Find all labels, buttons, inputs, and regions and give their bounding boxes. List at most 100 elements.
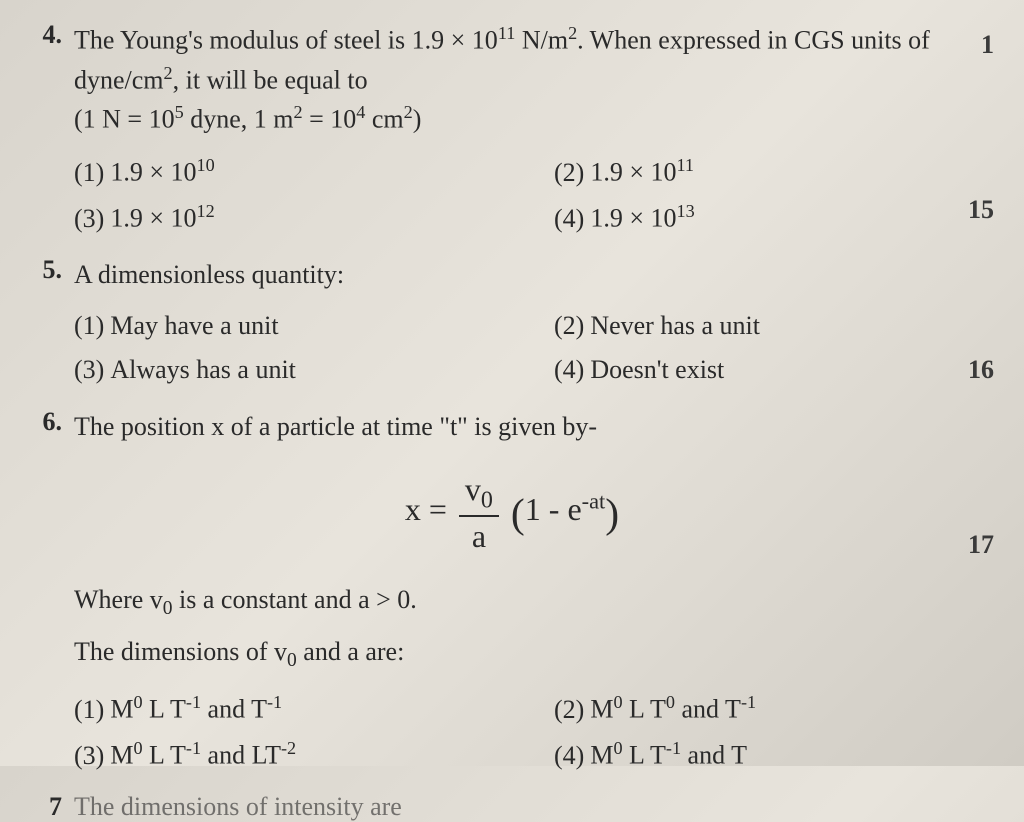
q4-line3-close: ): [413, 105, 422, 134]
formula-denominator: a: [459, 517, 499, 555]
question-6: 6. The position x of a particle at time …: [30, 407, 994, 774]
q5-o4-num: (4): [554, 355, 584, 384]
q4-o4-text: 1.9 × 10: [590, 204, 676, 233]
q4-text: The Young's modulus of steel is 1.9 × 10…: [74, 20, 994, 139]
q6-o2-exp1: 0: [613, 692, 622, 712]
q6-options: (1)M0 L T-1 and T-1 (2)M0 L T0 and T-1 (…: [74, 690, 994, 774]
edge-marker-1: 1: [981, 30, 994, 60]
formula-lhs: x =: [405, 491, 455, 527]
q6-text: The position x of a particle at time "t"…: [74, 407, 994, 446]
q7-text: The dimensions of intensity are: [74, 792, 402, 822]
q5-o1-text: May have a unit: [110, 311, 278, 340]
q4-o2-exp: 11: [677, 155, 695, 175]
q6-o3-exp3: -2: [281, 738, 296, 758]
q6-o2-b: L T: [623, 695, 666, 724]
q5-number: 5.: [30, 255, 62, 285]
q5-option-1: (1)May have a unit: [74, 308, 514, 344]
formula-numerator: v0: [459, 470, 499, 517]
q5-options: (1)May have a unit (2)Never has a unit (…: [74, 308, 994, 389]
q6-option-1: (1)M0 L T-1 and T-1: [74, 690, 514, 728]
q6-option-3: (3)M0 L T-1 and LT-2: [74, 736, 514, 774]
formula-inner: 1 - e: [525, 491, 582, 527]
q4-o4-num: (4): [554, 204, 584, 233]
q4-exp7: 2: [404, 102, 413, 122]
q6-o1-exp3: -1: [267, 692, 282, 712]
q6-o4-exp1: 0: [613, 738, 622, 758]
frac-num-sub: 0: [481, 487, 493, 513]
q6-o1-c: and T: [201, 695, 267, 724]
q4-line3-mid2: = 10: [303, 105, 357, 134]
q6-o1-exp1: 0: [133, 692, 142, 712]
page-content: 1 15 16 17 4. The Young's modulus of ste…: [30, 20, 994, 822]
q6-o2-a: M: [590, 695, 613, 724]
formula-paren-open: (: [511, 490, 525, 536]
q5-header: 5. A dimensionless quantity:: [30, 255, 994, 294]
q4-line3-mid3: cm: [365, 105, 403, 134]
frac-num-v: v: [465, 471, 481, 507]
q4-exp6: 4: [356, 102, 365, 122]
q5-option-2: (2)Never has a unit: [554, 308, 994, 344]
where-post: is a constant and a > 0.: [173, 585, 417, 614]
q5-o3-num: (3): [74, 355, 104, 384]
dims-post: and a are:: [297, 637, 405, 666]
q4-o2-num: (2): [554, 158, 584, 187]
q4-options: (1)1.9 × 1010 (2)1.9 × 1011 (3)1.9 × 101…: [74, 153, 994, 237]
q6-dims: The dimensions of v0 and a are:: [74, 631, 994, 676]
q4-line2-end: , it will be equal to: [173, 65, 368, 94]
question-5: 5. A dimensionless quantity: (1)May have…: [30, 255, 994, 389]
dims-pre: The dimensions of v: [74, 637, 287, 666]
q4-exp3: 2: [164, 63, 173, 83]
q6-formula: x = v0 a (1 - e-at): [30, 470, 994, 556]
q6-option-4: (4)M0 L T-1 and T: [554, 736, 994, 774]
q4-o4-exp: 13: [677, 201, 695, 221]
q6-number: 6.: [30, 407, 62, 437]
q6-o4-exp2: -1: [666, 738, 681, 758]
q6-where: Where v0 is a constant and a > 0.: [74, 579, 994, 624]
q5-o3-text: Always has a unit: [110, 355, 296, 384]
q4-o3-exp: 12: [197, 201, 215, 221]
q6-o1-exp2: -1: [186, 692, 201, 712]
q4-o3-num: (3): [74, 204, 104, 233]
q6-o2-exp3: -1: [741, 692, 756, 712]
where-pre: Where v: [74, 585, 163, 614]
q6-o1-b: L T: [143, 695, 186, 724]
question-7-cutoff: 7 The dimensions of intensity are: [30, 792, 994, 822]
question-4: 4. The Young's modulus of steel is 1.9 ×…: [30, 20, 994, 237]
q5-option-3: (3)Always has a unit: [74, 352, 514, 388]
edge-marker-3: 16: [968, 355, 994, 385]
q6-o2-exp2: 0: [666, 692, 675, 712]
q7-number: 7: [30, 792, 62, 822]
q5-o4-text: Doesn't exist: [590, 355, 724, 384]
q6-o3-exp1: 0: [133, 738, 142, 758]
q6-option-2: (2)M0 L T0 and T-1: [554, 690, 994, 728]
dims-sub: 0: [287, 650, 297, 671]
q5-text: A dimensionless quantity:: [74, 255, 994, 294]
q4-o3-text: 1.9 × 10: [110, 204, 196, 233]
q6-o3-exp2: -1: [186, 738, 201, 758]
q4-o2-text: 1.9 × 10: [590, 158, 676, 187]
q4-exp2: 2: [568, 23, 577, 43]
q4-option-2: (2)1.9 × 1011: [554, 153, 994, 191]
q4-line1: The Young's modulus of steel is 1.9 × 10: [74, 26, 498, 55]
q4-o1-num: (1): [74, 158, 104, 187]
q4-exp4: 5: [175, 102, 184, 122]
q4-unit1: N/m: [515, 26, 568, 55]
formula-inner-exp: -at: [582, 488, 606, 513]
q6-o2-c: and T: [675, 695, 741, 724]
q6-o1-a: M: [110, 695, 133, 724]
q4-line3-open: (1 N = 10: [74, 105, 175, 134]
edge-marker-2: 15: [968, 195, 994, 225]
edge-marker-4: 17: [968, 530, 994, 560]
where-sub: 0: [163, 599, 173, 620]
q4-header: 4. The Young's modulus of steel is 1.9 ×…: [30, 20, 994, 139]
q5-o1-num: (1): [74, 311, 104, 340]
q4-line3-mid: dyne, 1 m: [184, 105, 294, 134]
q4-number: 4.: [30, 20, 62, 50]
q4-line1-end: . When: [577, 26, 652, 55]
q5-o2-num: (2): [554, 311, 584, 340]
q4-exp5: 2: [293, 102, 302, 122]
q5-o2-text: Never has a unit: [590, 311, 760, 340]
q4-option-4: (4)1.9 × 1013: [554, 199, 994, 237]
q4-o1-text: 1.9 × 10: [110, 158, 196, 187]
q4-exp1: 11: [498, 23, 516, 43]
